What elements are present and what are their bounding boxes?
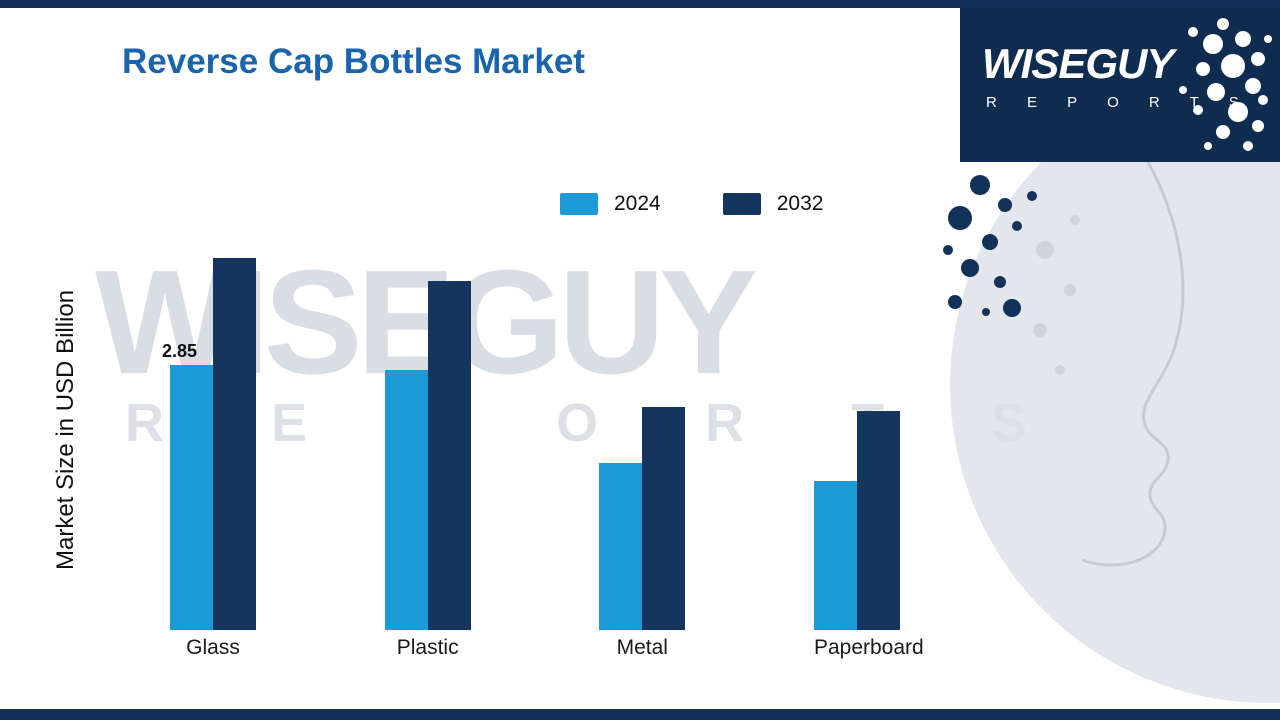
bar-2032-plastic (427, 281, 471, 630)
bar-group-glass: 2.85 (162, 230, 256, 630)
legend-label-2024: 2024 (614, 192, 661, 215)
wiseguy-logo-panel: WISEGUY R E P O R T S (960, 0, 1280, 162)
bar-2032-metal (642, 407, 686, 630)
logo-head-dots-icon (1179, 18, 1272, 151)
bar-group-plastic (384, 230, 471, 630)
bottom-accent-strip (0, 709, 1280, 720)
category-label-plastic: Plastic (396, 636, 459, 659)
bar-value-label: 2.85 (162, 341, 198, 361)
chart-legend: 2024 2032 (560, 192, 823, 216)
bar-2024-metal (599, 463, 643, 630)
category-label-metal: Metal (616, 636, 668, 659)
bar-2032-paperboard (856, 411, 900, 630)
bar-group-metal (599, 230, 686, 630)
legend-swatch-2032 (722, 193, 761, 215)
legend-label-2032: 2032 (776, 192, 824, 215)
bar-chart-plot: 2.85 (130, 230, 940, 630)
legend-item-2024: 2024 (560, 192, 661, 216)
page-title: Reverse Cap Bottles Market (122, 42, 585, 81)
category-label-paperboard: Paperboard (813, 636, 924, 659)
bar-2024-glass: 2.85 (162, 341, 213, 630)
bar-group-paperboard (813, 230, 900, 630)
bar-2032-glass (213, 258, 256, 630)
category-label-glass: Glass (186, 636, 240, 659)
bar-2024-paperboard (813, 481, 857, 630)
y-axis-label: Market Size in USD Billion (52, 289, 79, 571)
top-accent-strip (0, 0, 1280, 8)
legend-swatch-2024 (560, 193, 598, 215)
x-axis-category-labels: Glass Plastic Metal Paperboard (130, 636, 940, 660)
bar-2024-plastic (384, 370, 428, 630)
legend-item-2032: 2032 (722, 192, 824, 216)
